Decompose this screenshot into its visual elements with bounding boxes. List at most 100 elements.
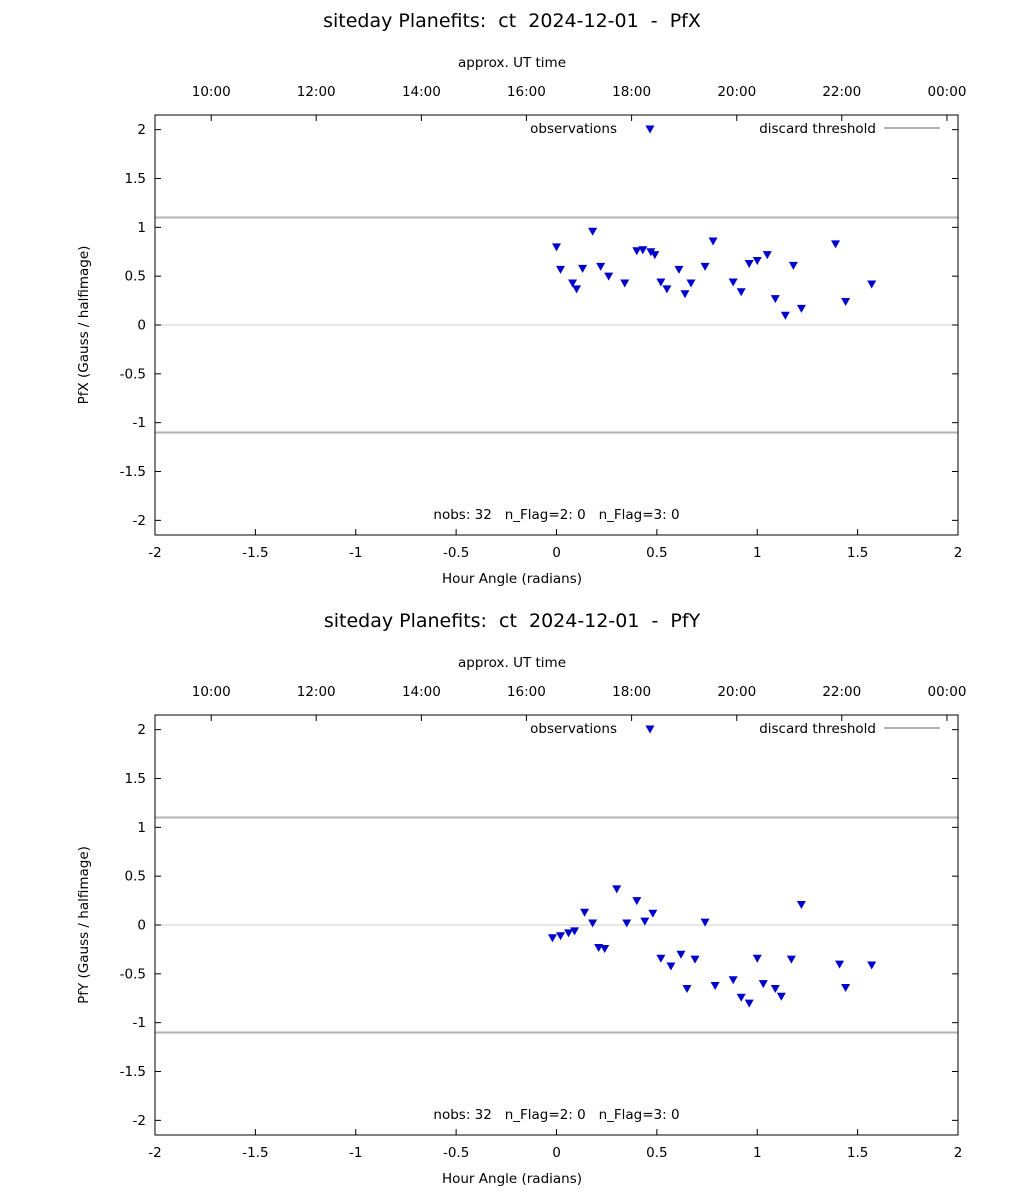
x2-tick-label: 20:00 — [717, 684, 756, 700]
data-point — [728, 278, 738, 287]
data-point — [588, 919, 598, 928]
top-axis-label: approx. UT time — [458, 55, 566, 71]
data-point — [650, 251, 660, 260]
y-tick-label: -2 — [133, 1113, 146, 1129]
data-point — [568, 279, 578, 288]
legend-observations-marker — [645, 125, 655, 134]
data-point — [638, 246, 648, 255]
data-point — [835, 960, 845, 969]
x-tick-label: 1 — [753, 545, 762, 561]
x-tick-label: -2 — [148, 545, 161, 561]
chart-title: siteday Planefits: ct 2024-12-01 - PfX — [323, 10, 701, 32]
x2-tick-label: 16:00 — [507, 684, 546, 700]
x2-tick-label: 12:00 — [297, 84, 336, 100]
data-point — [596, 262, 606, 271]
y-tick-label: -1.5 — [120, 1064, 146, 1080]
x2-tick-label: 22:00 — [822, 84, 861, 100]
y-tick-label: 0.5 — [125, 869, 146, 885]
x2-tick-label: 14:00 — [402, 84, 441, 100]
data-point — [744, 259, 754, 268]
data-point — [656, 954, 666, 963]
y-tick-label: -0.5 — [120, 966, 146, 982]
y-tick-label: 1.5 — [125, 771, 146, 787]
data-point — [867, 961, 877, 970]
data-point — [676, 950, 686, 959]
legend-threshold-label: discard threshold — [759, 121, 876, 137]
data-point — [708, 237, 718, 246]
plot-area: -2 -1.5 -1 -0.5 0 0.5 1 1.5 2 10:00 12:00 14:00 16:0… — [120, 684, 967, 1161]
pfy-chart: siteday Planefits: ct 2024-12-01 - PfY a… — [0, 600, 1024, 1200]
data-point — [710, 982, 720, 991]
x2-tick-label: 10:00 — [192, 684, 231, 700]
y-tick-label: 1 — [137, 220, 146, 236]
data-point — [662, 285, 672, 294]
data-point — [770, 984, 780, 993]
data-point — [632, 247, 642, 256]
x-axis-label: Hour Angle (radians) — [441, 571, 583, 587]
data-point — [841, 298, 851, 307]
data-point — [564, 929, 574, 938]
y-tick-label: -1 — [133, 1015, 146, 1031]
data-point — [736, 993, 746, 1002]
data-point — [612, 885, 622, 894]
data-point — [620, 279, 630, 288]
y-tick-label: 0.5 — [125, 269, 146, 285]
data-point — [680, 290, 690, 299]
y-tick-label: 2 — [137, 122, 146, 138]
y-tick-label: 0 — [137, 918, 146, 934]
data-point — [648, 909, 658, 918]
data-point — [674, 265, 684, 274]
x2-tick-label: 22:00 — [822, 684, 861, 700]
data-point — [640, 917, 650, 926]
x2-tick-label: 12:00 — [297, 684, 336, 700]
x-tick-label: 1.5 — [847, 1145, 868, 1161]
data-point — [700, 918, 710, 927]
data-point — [776, 992, 786, 1001]
x2-tick-label: 18:00 — [612, 684, 651, 700]
x-tick-label: 0 — [552, 545, 561, 561]
data-point — [744, 999, 754, 1008]
x-tick-label: 1.5 — [847, 545, 868, 561]
x-tick-label: 2 — [954, 545, 963, 561]
data-point — [752, 257, 762, 266]
data-point — [556, 932, 566, 941]
y-tick-label: -1 — [133, 415, 146, 431]
data-point — [780, 311, 790, 320]
data-point — [604, 272, 614, 281]
data-point — [552, 243, 561, 252]
y-tick-label: 0 — [137, 318, 146, 334]
x2-tick-label: 20:00 — [717, 84, 756, 100]
y-tick-label: -2 — [133, 513, 146, 529]
data-point — [690, 955, 700, 964]
data-point — [786, 955, 796, 964]
data-point — [758, 980, 768, 989]
legend-observations-label: observations — [530, 721, 617, 737]
data-point — [578, 264, 588, 273]
x-tick-label: -1 — [349, 545, 362, 561]
x2-tick-label: 00:00 — [928, 684, 967, 700]
x-tick-label: -2 — [148, 1145, 161, 1161]
x-tick-label: 1 — [753, 1145, 762, 1161]
data-point — [762, 251, 772, 260]
data-point — [632, 897, 642, 906]
data-point — [788, 261, 798, 270]
x2-tick-label: 00:00 — [928, 84, 967, 100]
data-point — [700, 262, 710, 271]
data-point — [867, 280, 877, 289]
x-tick-label: 0.5 — [646, 1145, 667, 1161]
pfx-chart: siteday Planefits: ct 2024-12-01 - PfX a… — [76, 10, 967, 587]
data-point — [796, 304, 806, 313]
x2-tick-label: 14:00 — [402, 684, 441, 700]
data-point — [572, 285, 582, 294]
chart-title: siteday Planefits: ct 2024-12-01 - PfY — [323, 610, 701, 632]
x2-tick-label: 16:00 — [507, 84, 546, 100]
data-point — [686, 279, 696, 288]
x-tick-label: -1 — [349, 1145, 362, 1161]
data-point — [588, 227, 598, 236]
data-point — [752, 954, 762, 963]
data-point — [570, 927, 580, 936]
legend-threshold-label: discard threshold — [759, 721, 876, 737]
legend-observations-label: observations — [530, 121, 617, 137]
data-point — [666, 962, 676, 971]
y-tick-label: -0.5 — [120, 366, 146, 382]
